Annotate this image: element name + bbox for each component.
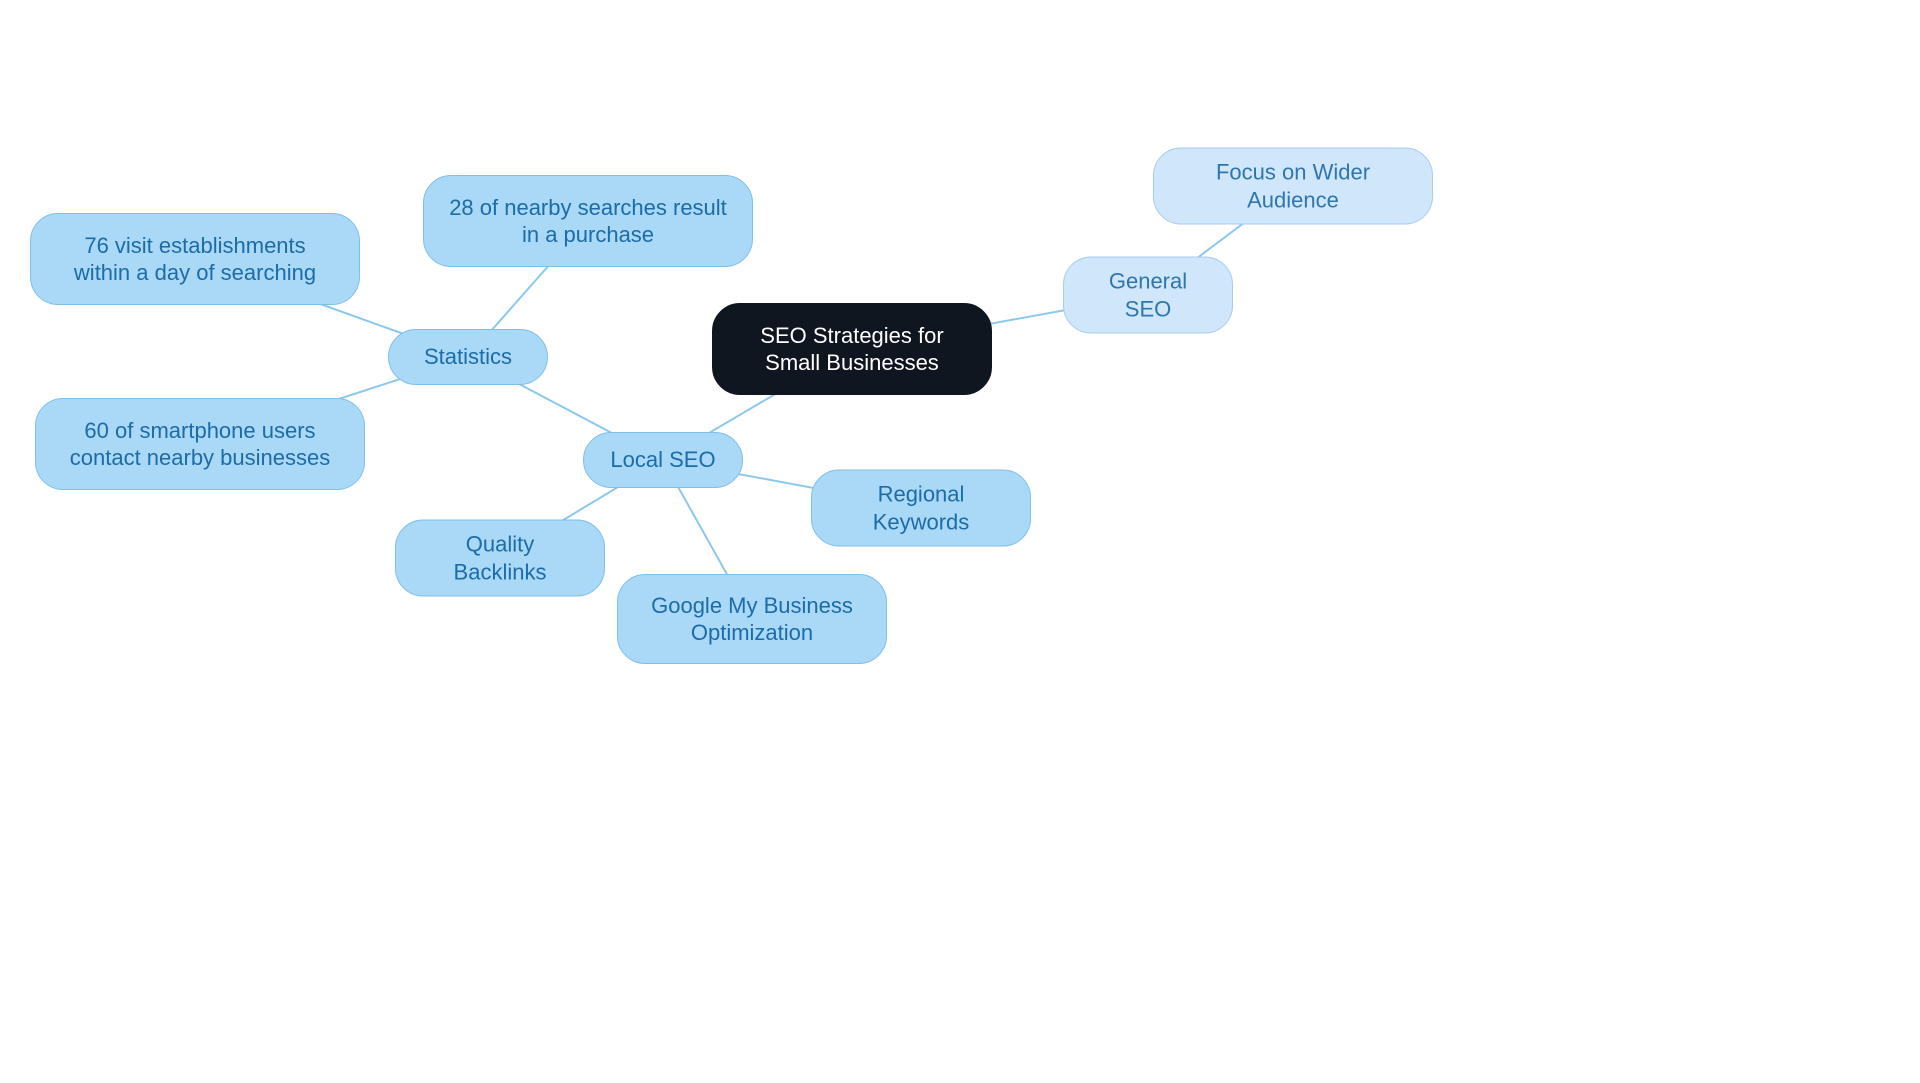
node-label: Google My Business Optimization: [642, 592, 862, 647]
node-label: General SEO: [1088, 268, 1208, 323]
node-label: Statistics: [424, 343, 512, 371]
mindmap-canvas: SEO Strategies for Small Businesses Gene…: [0, 0, 1920, 1083]
node-general: General SEO: [1063, 257, 1233, 334]
node-stat60: 60 of smartphone users contact nearby bu…: [35, 398, 365, 490]
node-regional: Regional Keywords: [811, 470, 1031, 547]
node-label: 76 visit establishments within a day of …: [55, 232, 335, 287]
node-label: 60 of smartphone users contact nearby bu…: [60, 417, 340, 472]
node-label: Quality Backlinks: [420, 531, 580, 586]
node-backlinks: Quality Backlinks: [395, 520, 605, 597]
node-label: 28 of nearby searches result in a purcha…: [448, 194, 728, 249]
node-gmb: Google My Business Optimization: [617, 574, 887, 664]
node-stat28: 28 of nearby searches result in a purcha…: [423, 175, 753, 267]
node-stats: Statistics: [388, 329, 548, 385]
node-stat76: 76 visit establishments within a day of …: [30, 213, 360, 305]
node-label: Focus on Wider Audience: [1178, 159, 1408, 214]
node-label: SEO Strategies for Small Businesses: [737, 322, 967, 377]
node-label: Local SEO: [610, 446, 715, 474]
node-label: Regional Keywords: [836, 481, 1006, 536]
node-root: SEO Strategies for Small Businesses: [712, 303, 992, 395]
node-local: Local SEO: [583, 432, 743, 488]
node-wider: Focus on Wider Audience: [1153, 148, 1433, 225]
